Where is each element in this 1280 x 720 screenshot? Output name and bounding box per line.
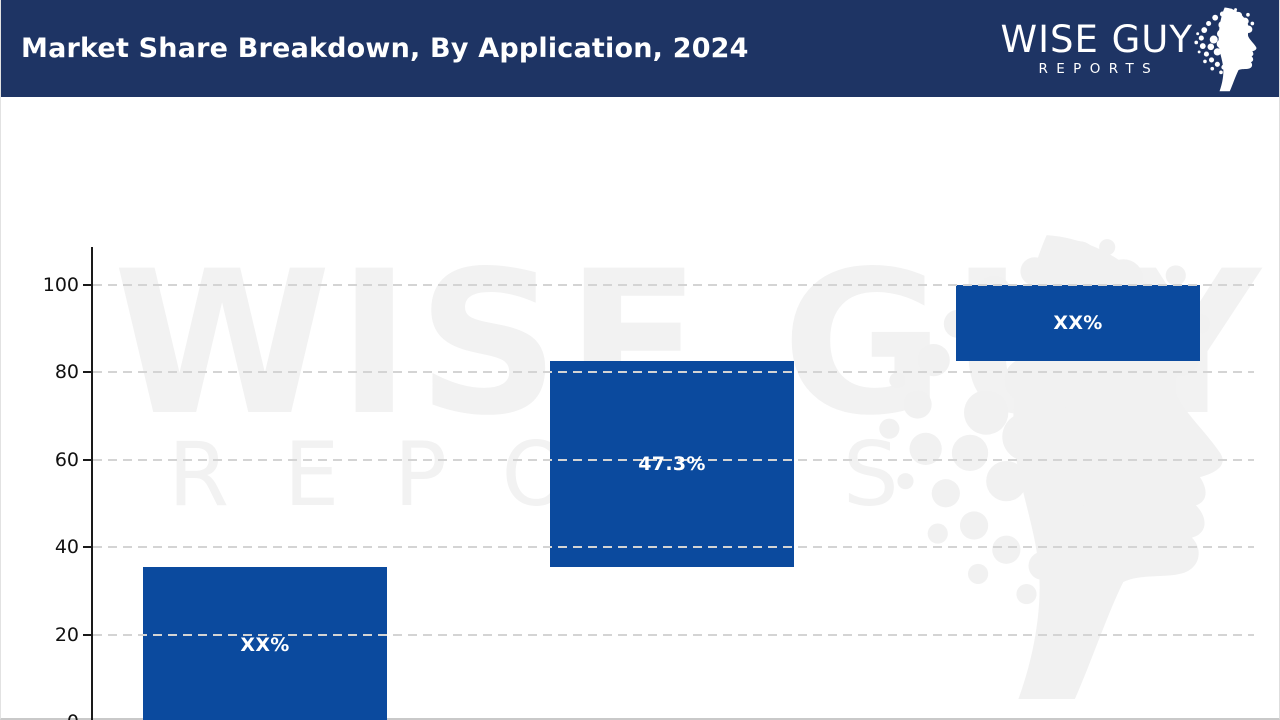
gridline-20	[93, 633, 1254, 636]
bar-value-label-environmental-monitoring: XX%	[240, 633, 290, 656]
chart-title: Market Share Breakdown, By Application, …	[21, 33, 749, 64]
bar-value-label-industrial-emissions-testing: 47.3%	[638, 452, 706, 475]
bar-industrial-emissions-testing	[550, 360, 794, 568]
wiseguy-logo: WISE GUY REPORTS	[1001, 6, 1263, 92]
y-tick-20	[83, 633, 91, 636]
y-tick-label-60: 60	[54, 448, 79, 471]
y-tick-label-20: 20	[54, 623, 79, 646]
y-tick-100	[83, 284, 91, 286]
logo-text: WISE GUY REPORTS	[1001, 21, 1193, 77]
header-bar: Market Share Breakdown, By Application, …	[1, 0, 1279, 97]
gridline-40	[93, 546, 1254, 549]
y-axis-spine	[91, 247, 93, 720]
wiseguy-face-icon	[1179, 6, 1263, 92]
gridline-80	[93, 371, 1254, 374]
bar-environmental-monitoring	[143, 567, 387, 720]
y-tick-label-100: 100	[42, 274, 79, 296]
logo-wordmark: WISE GUY	[1000, 17, 1193, 61]
gridline-100	[93, 284, 1254, 286]
chart-area: WISE GUY REPORTS 020406080100XX%Environm…	[1, 97, 1279, 720]
y-tick-40	[83, 546, 91, 549]
bar-value-label-laboratory-research: XX%	[1053, 311, 1103, 334]
gridline-60	[93, 458, 1254, 461]
y-tick-80	[83, 371, 91, 374]
y-tick-60	[83, 458, 91, 461]
y-tick-label-40: 40	[54, 536, 79, 559]
logo-subtext: REPORTS	[1038, 60, 1160, 77]
y-tick-label-80: 80	[54, 361, 79, 384]
y-tick-label-0: 0	[11, 711, 79, 720]
